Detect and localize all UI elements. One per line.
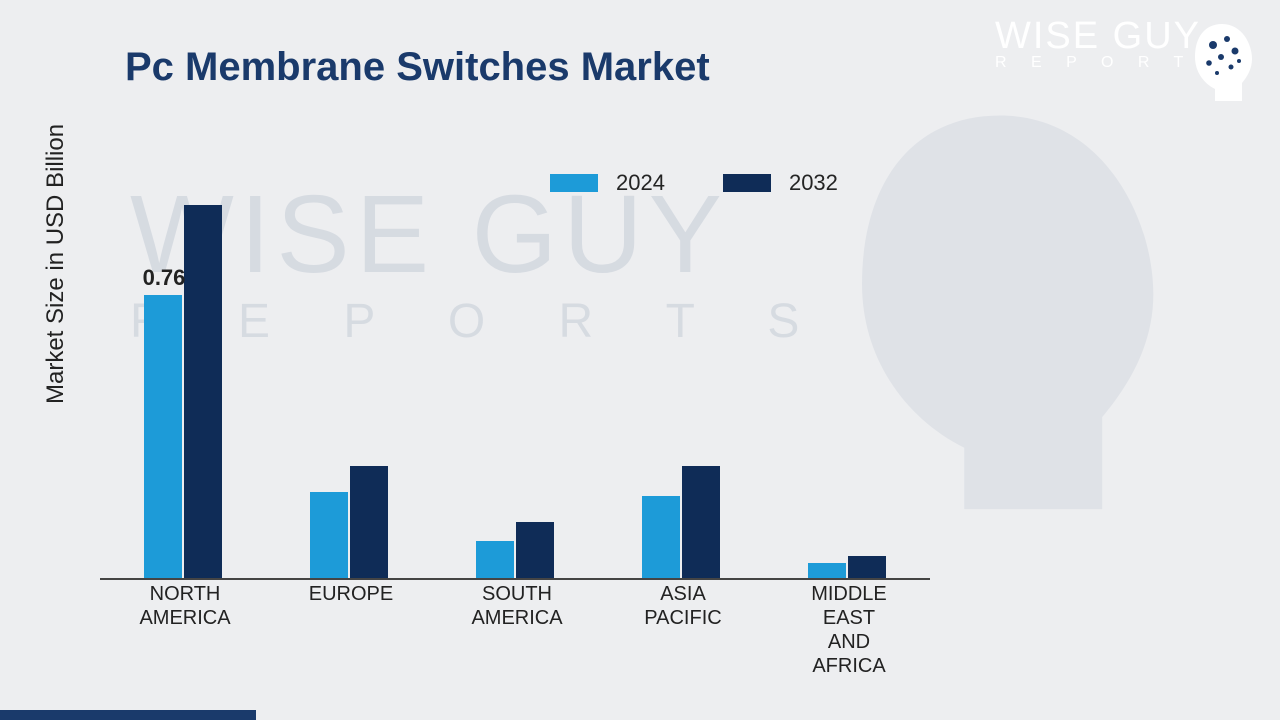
- bar-na-2032: [184, 205, 222, 578]
- x-label-mea: MIDDLEEASTANDAFRICA: [784, 582, 914, 678]
- x-label-eu: EUROPE: [286, 582, 416, 606]
- bottom-accent-bar: [0, 710, 256, 720]
- x-label-na: NORTHAMERICA: [120, 582, 250, 630]
- plot-area: 0.76: [100, 200, 930, 580]
- bar-mea-2032: [848, 556, 886, 578]
- chart-area: 0.76: [100, 200, 930, 580]
- legend: 2024 2032: [550, 170, 838, 196]
- bar-ap-2032: [682, 466, 720, 578]
- legend-swatch-2024: [550, 174, 598, 192]
- bar-ap-2024: [642, 496, 680, 578]
- x-label-ap: ASIAPACIFIC: [618, 582, 748, 630]
- data-label-na: 0.76: [128, 265, 200, 291]
- legend-swatch-2032: [723, 174, 771, 192]
- bar-eu-2032: [350, 466, 388, 578]
- bar-sa-2032: [516, 522, 554, 578]
- brand-logo: WISE GUY R E P O R T S: [995, 15, 1245, 115]
- chart-title: Pc Membrane Switches Market: [125, 45, 710, 90]
- bar-mea-2024: [808, 563, 846, 578]
- y-axis-label: Market Size in USD Billion: [42, 364, 70, 404]
- legend-label-2032: 2032: [789, 170, 838, 196]
- figure-canvas: WISE GUY R E P O R T S WISE GUY R E P O …: [0, 0, 1280, 720]
- bar-eu-2024: [310, 492, 348, 578]
- bar-sa-2024: [476, 541, 514, 578]
- bar-na-2024: [144, 295, 182, 578]
- legend-label-2024: 2024: [616, 170, 665, 196]
- brand-head-icon: [1187, 19, 1257, 109]
- legend-item-2024: 2024: [550, 170, 665, 196]
- legend-item-2032: 2032: [723, 170, 838, 196]
- x-label-sa: SOUTHAMERICA: [452, 582, 582, 630]
